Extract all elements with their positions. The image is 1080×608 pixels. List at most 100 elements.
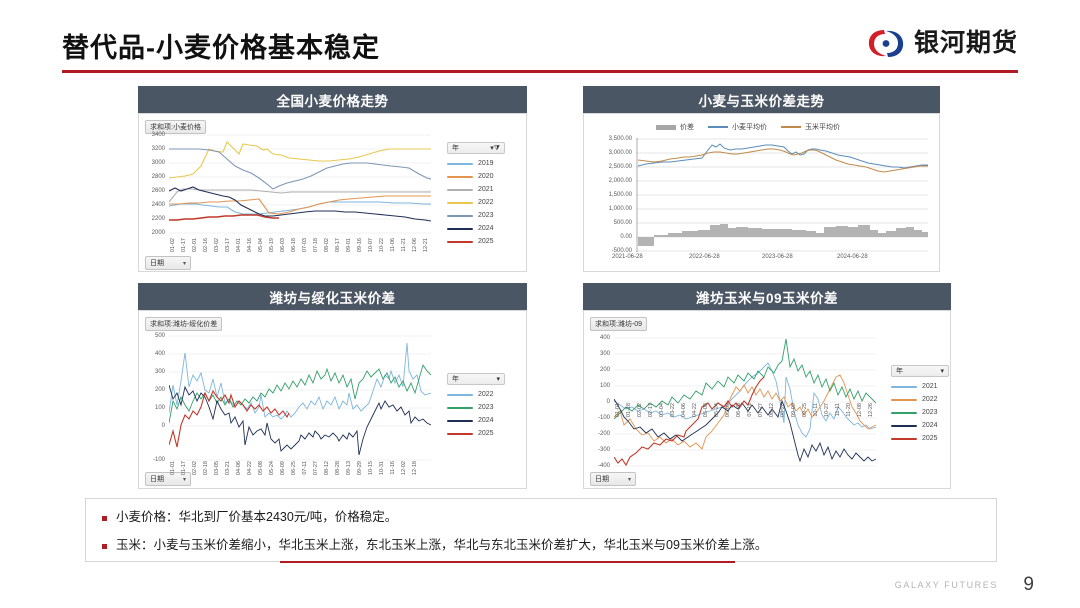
- y-tick-2500: 2,500.00: [608, 164, 632, 170]
- date-filter-label: 日期: [150, 260, 164, 267]
- date-filter-button-3[interactable]: 日期 ▾: [145, 472, 191, 486]
- y-tick-2600: 2600: [151, 188, 165, 194]
- galaxy-logo-icon: [866, 27, 906, 60]
- chart-title-weifang-09-spread: 潍坊玉米与09玉米价差: [583, 283, 951, 310]
- legend-item[interactable]: 2023: [891, 406, 949, 419]
- legend-item[interactable]: 2025: [447, 427, 505, 440]
- y-tick-500: 500: [154, 333, 165, 339]
- x-tick: 12-18: [412, 461, 418, 476]
- chevron-down-icon: ▾: [182, 476, 186, 483]
- y-tick-0: 0.00: [620, 234, 632, 240]
- x-tick: 12-21: [423, 238, 429, 253]
- legend-swatch-2022: [447, 393, 473, 396]
- x-tick: 06-03: [280, 238, 286, 253]
- x-tick: 01-02: [170, 238, 176, 253]
- bullet-text-corn: 玉米：小麦与玉米价差缩小，华北玉米上涨，东北玉米上涨，华北与东北玉米价差扩大，华…: [116, 537, 768, 552]
- brand-name: 银河期货: [913, 28, 1018, 57]
- x-tick: 02-18: [203, 461, 209, 476]
- pivot-field-wheat-price[interactable]: 求和项:小麦价格: [145, 120, 206, 134]
- x-tick: 01-18: [626, 403, 632, 418]
- x-tick: 07-27: [758, 403, 764, 418]
- legend-filter-button-1[interactable]: 年 ▾⧩: [447, 142, 505, 154]
- date-filter-button-4[interactable]: 日期 ▾: [590, 472, 636, 486]
- legend-item[interactable]: 玉米平均价: [781, 122, 840, 132]
- x-tick: 02-02: [192, 461, 198, 476]
- x-tick: 03-05: [214, 461, 220, 476]
- legend-item[interactable]: 2024: [891, 419, 949, 432]
- x-tick: 07-11: [747, 403, 753, 417]
- chevron-down-icon: ▾: [940, 368, 944, 375]
- legend-item[interactable]: 2025: [891, 432, 949, 445]
- legend-filter-label: 年: [452, 376, 459, 383]
- y-tick-300: 300: [154, 369, 165, 375]
- x-tick: 10-11: [813, 403, 819, 417]
- date-filter-label: 日期: [150, 476, 164, 483]
- x-tick: 12-26: [868, 403, 874, 418]
- accent-underline: [280, 561, 735, 563]
- legend-item[interactable]: 2022: [891, 393, 949, 406]
- y-tick-400: 400: [599, 335, 610, 341]
- legend-item[interactable]: 2019: [447, 157, 505, 170]
- plot-area-wheat-corn-spread: [636, 138, 928, 252]
- legend-item[interactable]: 2023: [447, 401, 505, 414]
- summary-box: 小麦价格：华北到厂价基本2430元/吨，价格稳定。 玉米：小麦与玉米价差缩小，华…: [85, 498, 997, 562]
- x-tick: 11-20: [846, 403, 852, 417]
- legend-swatch-2020: [447, 175, 473, 178]
- y-tick-1000: 1,000.00: [608, 206, 632, 212]
- x-tick: 01-17: [181, 461, 187, 476]
- x-tick: 04-16: [247, 238, 253, 253]
- x-tick: 09-01: [346, 238, 352, 253]
- x-tick: 05-19: [269, 238, 275, 253]
- x-tick: 03-17: [225, 238, 231, 253]
- x-tick: 11-16: [390, 461, 396, 475]
- y-tick-2200: 2200: [151, 216, 165, 222]
- legend-wheat-corn-spread: 价差 小麦平均价 玉米平均价: [656, 122, 840, 132]
- legend-weifang-09: 年 ▾ 2021 2022 2023 2024: [891, 365, 949, 445]
- chevron-down-icon: ▾: [627, 476, 631, 483]
- legend-item[interactable]: 2025: [447, 235, 505, 248]
- pivot-field-weifang-suihua[interactable]: 求和项:潍坊-绥化价差: [145, 317, 223, 331]
- x-tick: 12-08: [857, 403, 863, 418]
- x-tick: 10-07: [368, 238, 374, 253]
- y-tick-0: 0: [606, 399, 610, 405]
- legend-item[interactable]: 2021: [891, 380, 949, 393]
- date-filter-button-1[interactable]: 日期 ▾: [145, 256, 191, 270]
- pivot-field-weifang-09[interactable]: 求和项:潍坊-09: [590, 317, 648, 331]
- x-tick: 04-22: [692, 403, 698, 418]
- legend-filter-button-3[interactable]: 年 ▾: [447, 373, 505, 385]
- legend-item[interactable]: 2024: [447, 414, 505, 427]
- y-tick-3000: 3000: [151, 160, 165, 166]
- x-tick: 10-15: [368, 461, 374, 476]
- legend-item[interactable]: 2022: [447, 196, 505, 209]
- x-tick: 02-16: [203, 238, 209, 253]
- filter-icon: ▾⧩: [490, 144, 500, 152]
- legend-filter-button-4[interactable]: 年 ▾: [891, 365, 949, 377]
- x-tick: 01-01: [615, 403, 621, 418]
- pivot-field-label: 求和项:潍坊-绥化价差: [150, 321, 218, 328]
- x-tick: 08-12: [769, 403, 775, 418]
- legend-swatch-2025: [891, 437, 917, 440]
- legend-label-corn-avg: 玉米平均价: [805, 124, 840, 131]
- legend-item[interactable]: 2020: [447, 170, 505, 183]
- bullet-text-wheat: 小麦价格：华北到厂价基本2430元/吨，价格稳定。: [116, 510, 398, 524]
- x-tick: 08-28: [780, 403, 786, 418]
- chart-body-weifang-suihua-spread: 求和项:潍坊-绥化价差 日期 ▾ 500 400 300 200 100 0 -…: [138, 310, 527, 489]
- legend-item[interactable]: 小麦平均价: [708, 122, 767, 132]
- legend-item[interactable]: 价差: [656, 122, 694, 132]
- x-tick: 06-18: [291, 238, 297, 253]
- x-tick: 09-16: [357, 238, 363, 253]
- chart-body-wheat-price: 求和项:小麦价格 日期 ▾ 3400 3200 3000 2800 2600 2…: [138, 113, 527, 272]
- legend-item[interactable]: 2021: [447, 183, 505, 196]
- x-tick: 02-01: [192, 238, 198, 253]
- y-tick-neg100: -100: [152, 457, 165, 463]
- x-tick: 02-02: [637, 403, 643, 418]
- x-tick: 06-09: [280, 461, 286, 476]
- legend-item[interactable]: 2024: [447, 222, 505, 235]
- y-tick-500: 500.00: [613, 220, 632, 226]
- legend-item[interactable]: 2023: [447, 209, 505, 222]
- y-tick-neg400: -400: [597, 463, 610, 469]
- x-tick: 08-12: [324, 461, 330, 476]
- y-tick-neg200: -200: [597, 431, 610, 437]
- legend-item[interactable]: 2022: [447, 388, 505, 401]
- x-tick: 03-02: [214, 238, 220, 253]
